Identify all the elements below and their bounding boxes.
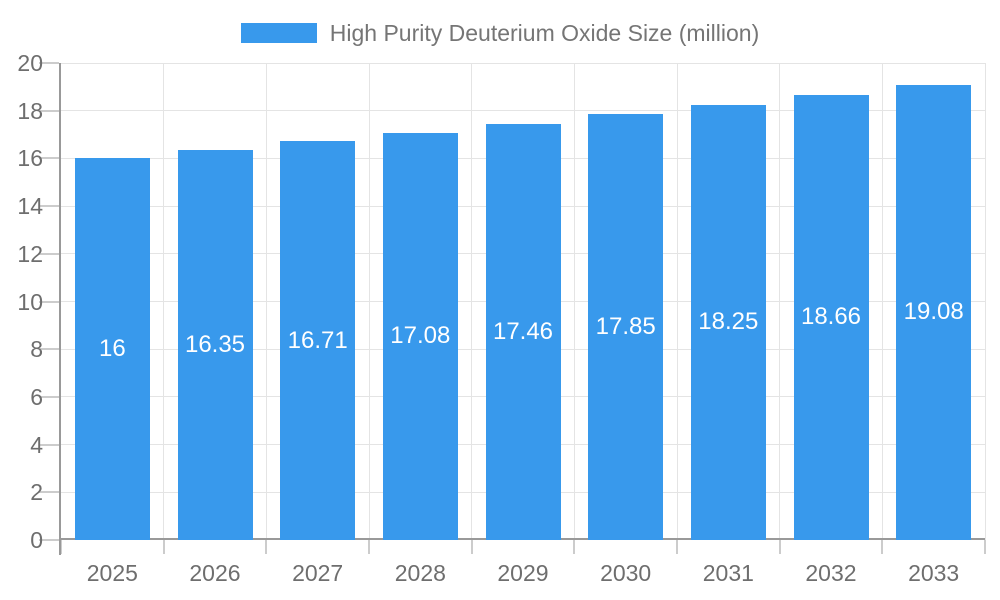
bar-value-label: 19.08	[903, 298, 964, 326]
gridline-vertical	[984, 63, 986, 540]
x-axis-tick	[676, 540, 678, 554]
gridline-vertical	[573, 63, 575, 540]
bar-2028[interactable]	[382, 132, 458, 540]
gridline-vertical	[676, 63, 678, 540]
y-axis-tick	[39, 252, 59, 255]
y-axis-tick-label: 14	[17, 193, 43, 220]
x-axis-tick	[470, 540, 473, 554]
x-axis-tick	[265, 540, 268, 554]
gridline-vertical	[881, 63, 883, 540]
y-axis-tick	[39, 157, 59, 160]
y-axis-tick	[39, 491, 59, 494]
y-axis-tick	[39, 109, 59, 112]
x-axis-tick-label: 2027	[292, 560, 344, 586]
y-axis-tick-label: 0	[30, 527, 43, 553]
y-axis-tick-label: 4	[30, 431, 43, 458]
y-axis-tick-label: 10	[17, 288, 43, 315]
x-axis-tick-label: 2032	[805, 560, 857, 586]
y-axis-tick-label: 20	[17, 50, 43, 76]
bar-2025[interactable]	[74, 158, 150, 540]
x-axis-tick-label: 2026	[189, 560, 241, 586]
gridline-vertical	[779, 63, 781, 540]
gridline-vertical	[163, 63, 165, 540]
legend-label: High Purity Deuterium Oxide Size (millio…	[329, 20, 760, 46]
bar-2033[interactable]	[896, 84, 972, 540]
y-axis-tick	[39, 348, 59, 351]
bar-2032[interactable]	[793, 94, 869, 540]
x-axis-tick-label: 2028	[394, 560, 446, 586]
y-axis-tick-label: 16	[17, 145, 43, 172]
gridline-horizontal	[61, 62, 985, 64]
bar-value-label: 16.35	[184, 331, 246, 359]
x-axis-tick	[984, 540, 986, 554]
y-axis-tick	[39, 443, 59, 446]
gridline-horizontal	[61, 110, 985, 112]
y-axis-tick	[39, 300, 59, 303]
bar-2029[interactable]	[485, 123, 561, 540]
x-axis-tick	[60, 540, 62, 554]
y-axis-tick-label: 8	[30, 336, 43, 363]
bar-value-label: 16.71	[287, 326, 348, 354]
x-axis-tick-label: 2029	[497, 560, 549, 586]
y-axis-tick	[39, 205, 59, 208]
x-axis-tick	[778, 540, 781, 554]
y-axis-tick	[39, 62, 59, 64]
x-axis-tick	[368, 540, 370, 554]
bar-value-label: 17.85	[595, 313, 656, 341]
bar-value-label: 18.66	[800, 303, 862, 331]
bar-value-label: 17.46	[492, 317, 554, 345]
bar-value-label: 16	[98, 335, 126, 363]
x-axis-tick-label: 2031	[702, 560, 754, 586]
y-axis-tick-label: 18	[17, 97, 43, 124]
y-axis-tick-label: 12	[17, 240, 43, 267]
gridline-vertical	[471, 63, 473, 540]
x-axis-tick	[162, 540, 165, 554]
legend-item[interactable]: High Purity Deuterium Oxide Size (millio…	[0, 20, 1000, 46]
bar-2026[interactable]	[177, 150, 253, 540]
bar-2027[interactable]	[280, 141, 356, 540]
x-axis-tick	[573, 540, 576, 554]
y-axis-line	[59, 63, 61, 555]
gridline-vertical	[368, 63, 370, 540]
bar-value-label: 17.08	[390, 322, 451, 350]
y-axis-tick	[39, 395, 59, 398]
bar-value-label: 18.25	[698, 308, 759, 336]
gridline-vertical	[265, 63, 267, 540]
y-axis-tick	[39, 539, 59, 541]
bar-2031[interactable]	[690, 104, 766, 540]
x-axis-tick-label: 2030	[600, 560, 652, 586]
bar-2030[interactable]	[588, 114, 664, 540]
y-axis-tick-label: 6	[30, 383, 43, 410]
y-axis-tick-label: 2	[30, 479, 43, 506]
x-axis-tick	[881, 540, 884, 554]
x-axis-tick-label: 2025	[86, 560, 138, 586]
legend-swatch-icon	[240, 23, 317, 43]
x-axis-tick-label: 2033	[908, 560, 960, 586]
